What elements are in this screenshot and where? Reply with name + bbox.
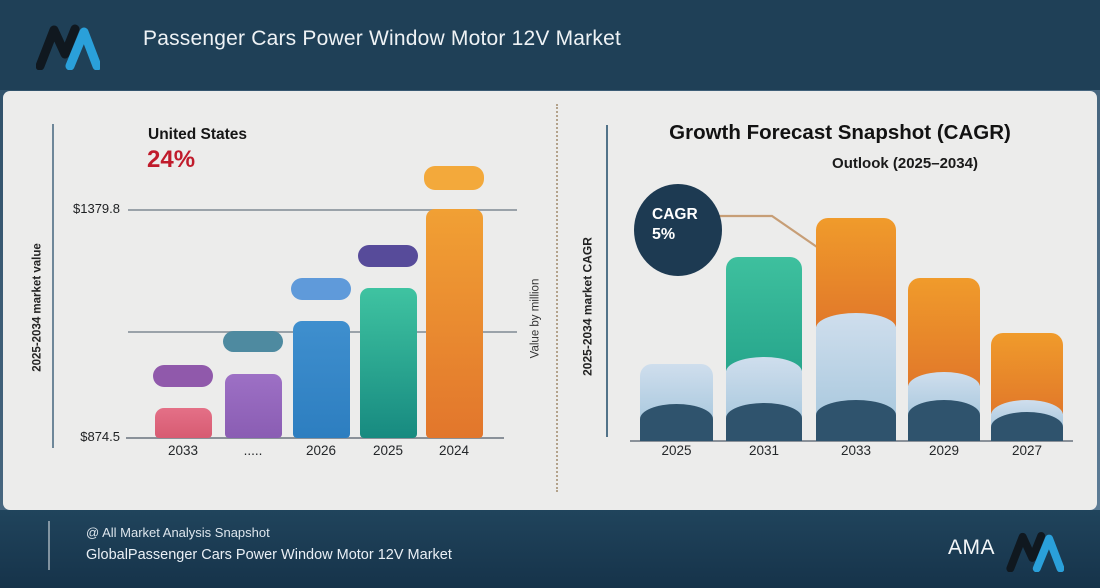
right-y-axis-line [606, 125, 608, 437]
bar-segment-2033-lightblue [816, 313, 896, 414]
x-label-2033: 2033 [840, 443, 872, 458]
gridline-top [128, 209, 517, 211]
header: Passenger Cars Power Window Motor 12V Ma… [0, 0, 1100, 90]
ama-logo-icon [36, 24, 100, 70]
x-label-2031: 2031 [748, 443, 780, 458]
x-label-2027: 2027 [1011, 443, 1043, 458]
right-chart-title: Growth Forecast Snapshot (CAGR) [669, 121, 1011, 144]
footer-line1: @ All Market Analysis Snapshot [86, 525, 270, 540]
cagr-badge: CAGR 5% [634, 184, 722, 276]
bar-segment-2025-navy [640, 404, 713, 441]
bar-cap-..... [223, 331, 283, 353]
cagr-badge-value: 5% [652, 226, 676, 243]
left-y-axis-title: 2025-2034 market value [31, 243, 44, 372]
bar-segment-2033-orange [816, 218, 896, 327]
page-title: Passenger Cars Power Window Motor 12V Ma… [143, 27, 621, 50]
country-label: United States [148, 126, 248, 143]
bar-segment-2027-navy [991, 412, 1063, 441]
bar-cap-2033 [153, 365, 213, 387]
bar-2026 [292, 320, 350, 438]
bar-2025 [359, 288, 417, 438]
bar-cap-2024 [424, 165, 484, 190]
x-label-2033: 2033 [167, 443, 199, 458]
x-label-2026: 2026 [305, 443, 337, 458]
left-right-axis-title: Value by million [529, 278, 542, 359]
bar-cap-2026 [291, 278, 351, 300]
footer-ama-logo-icon [1006, 531, 1064, 572]
footer: @ All Market Analysis Snapshot GlobalPas… [0, 510, 1100, 588]
bar-segment-2029-orange [908, 278, 980, 386]
bar-cap-2025 [358, 245, 418, 267]
bar-segment-2033-navy [816, 400, 896, 441]
footer-divider [48, 521, 50, 570]
tick-bottom: $874.5 [80, 429, 120, 444]
highlight-percent: 24% [147, 146, 196, 173]
cagr-badge-label: CAGR [652, 206, 698, 223]
x-label-.....: ..... [243, 443, 263, 458]
x-label-2025: 2025 [661, 443, 692, 458]
bar-segment-2031-teal [726, 257, 802, 371]
bar-2033 [154, 407, 212, 438]
panel-divider [556, 104, 558, 492]
right-chart-subtitle: Outlook (2025–2034) [832, 155, 978, 172]
x-label-2024: 2024 [438, 443, 470, 458]
bar-..... [224, 373, 282, 438]
footer-line2: GlobalPassenger Cars Power Window Motor … [86, 547, 452, 563]
tick-top: $1379.8 [73, 201, 120, 216]
bar-segment-2031-navy [726, 403, 802, 441]
footer-brand-text: AMA [948, 536, 996, 559]
bar-segment-2029-navy [908, 400, 980, 441]
x-label-2025: 2025 [372, 443, 404, 458]
left-y-axis-line [52, 124, 54, 448]
right-y-axis-title: 2025-2034 market CAGR [580, 237, 595, 376]
bar-2024 [425, 209, 483, 438]
x-label-2029: 2029 [928, 443, 960, 458]
